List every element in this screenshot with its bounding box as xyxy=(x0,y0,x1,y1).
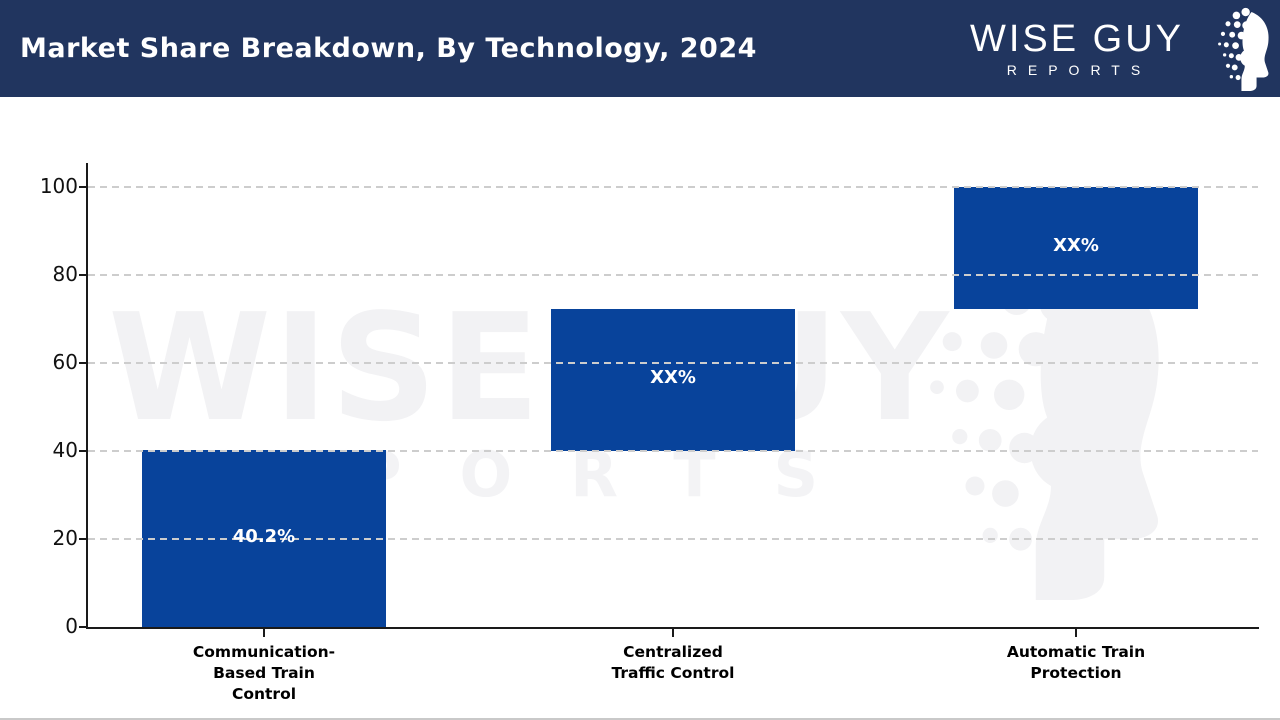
y-tick-label-0: 0 xyxy=(65,614,78,638)
y-tick-mark-0 xyxy=(79,626,87,628)
y-axis-line xyxy=(86,163,88,629)
x-category-label-2: Centralized Traffic Control xyxy=(611,643,735,682)
gridline-80 xyxy=(88,274,1258,276)
y-tick-mark-60 xyxy=(79,362,87,364)
gridline-20 xyxy=(88,538,1258,540)
x-tick-mark-3 xyxy=(1075,629,1077,637)
x-category-label-1: Communication- Based Train Control xyxy=(192,643,336,703)
x-tick-mark-1 xyxy=(263,629,265,637)
y-tick-label-40: 40 xyxy=(52,438,78,462)
y-tick-mark-80 xyxy=(79,274,87,276)
bar-3 xyxy=(954,187,1198,309)
logo-text: WISE GUY REPORTS xyxy=(970,20,1184,78)
y-tick-mark-40 xyxy=(79,450,87,452)
logo-wiseguy-text: WISE GUY xyxy=(969,18,1184,60)
y-tick-label-20: 20 xyxy=(52,526,78,550)
gridline-60 xyxy=(88,362,1258,364)
y-tick-label-80: 80 xyxy=(52,262,78,286)
y-tick-mark-100 xyxy=(79,186,87,188)
header-bar: Market Share Breakdown, By Technology, 2… xyxy=(0,0,1280,97)
watermark-wiseguy-text: WISE GUY xyxy=(108,282,951,454)
x-tick-mark-2 xyxy=(672,629,674,637)
y-tick-label-60: 60 xyxy=(52,350,78,374)
y-tick-label-100: 100 xyxy=(39,174,78,198)
gridline-40 xyxy=(88,450,1258,452)
x-category-label-3: Automatic Train Protection xyxy=(1006,643,1146,682)
logo-face-icon xyxy=(1218,7,1269,91)
chart-title: Market Share Breakdown, By Technology, 2… xyxy=(20,33,757,64)
logo-reports-text: REPORTS xyxy=(1006,62,1152,78)
bar-value-label-2: XX% xyxy=(650,366,696,388)
x-axis-line xyxy=(86,627,1259,629)
bar-value-label-1: 40.2% xyxy=(232,525,296,547)
bar-value-label-3: XX% xyxy=(1053,234,1099,256)
y-tick-mark-20 xyxy=(79,538,87,540)
bar-2 xyxy=(551,308,795,451)
gridline-100 xyxy=(88,186,1258,188)
wiseguy-logo: WISE GUY REPORTS xyxy=(970,4,1270,94)
